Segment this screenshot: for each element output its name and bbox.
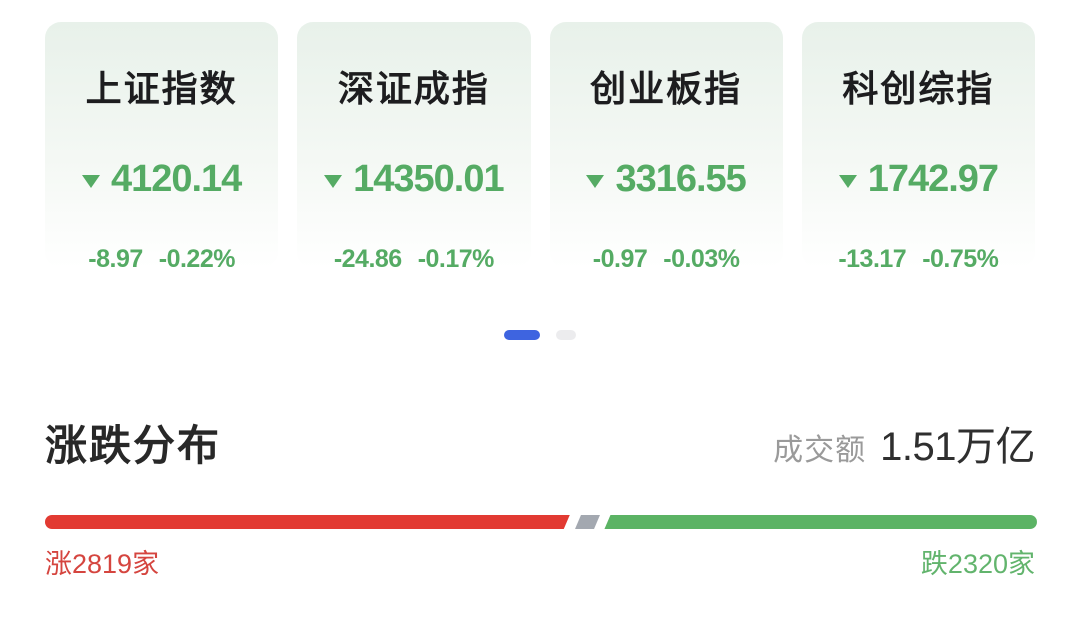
- index-change-pct: -0.17%: [417, 245, 495, 273]
- index-change: -8.97: [88, 245, 143, 273]
- distribution-header: 涨跌分布 成交额 1.51万亿: [0, 412, 1080, 473]
- turnover: 成交额 1.51万亿: [773, 414, 1035, 472]
- index-value-row: 3316.55: [586, 158, 747, 201]
- down-count-label: 跌2320家: [920, 549, 1035, 579]
- index-change-pct: -0.03%: [663, 245, 740, 273]
- down-arrow-icon: [586, 174, 605, 188]
- carousel-pagination: [0, 330, 1080, 340]
- index-change: -13.17: [838, 245, 907, 273]
- index-name: 深证成指: [337, 68, 490, 109]
- down-arrow-icon: [324, 174, 343, 188]
- section-title: 涨跌分布: [45, 422, 222, 469]
- index-change-row: -24.86 -0.17%: [333, 245, 495, 274]
- up-count-label: 涨2819家: [45, 549, 160, 579]
- index-change: -0.97: [592, 245, 648, 273]
- index-card-chinext[interactable]: 创业板指 3316.55 -0.97 -0.03%: [549, 22, 783, 273]
- down-arrow-icon: [838, 174, 857, 188]
- index-card-shenzhen[interactable]: 深证成指 14350.01 -24.86 -0.17%: [297, 22, 531, 273]
- index-value-row: 4120.14: [81, 158, 242, 201]
- pagination-dot-inactive[interactable]: [556, 330, 576, 340]
- index-value-row: 14350.01: [324, 158, 505, 201]
- index-change-row: -0.97 -0.03%: [593, 245, 740, 274]
- index-card-shanghai[interactable]: 上证指数 4120.14 -8.97 -0.22%: [45, 22, 279, 273]
- index-value: 4120.14: [110, 158, 242, 200]
- index-change-pct: -0.75%: [922, 245, 999, 273]
- bar-labels: 涨2819家 跌2320家: [0, 542, 1080, 581]
- index-change-pct: -0.22%: [158, 245, 236, 273]
- index-change-row: -8.97 -0.22%: [88, 245, 235, 274]
- turnover-label: 成交额: [773, 434, 867, 467]
- index-name: 科创综指: [842, 68, 995, 109]
- index-card-star[interactable]: 科创综指 1742.97 -13.17 -0.75%: [801, 22, 1035, 273]
- index-value: 1742.97: [867, 158, 999, 200]
- index-value: 14350.01: [353, 158, 504, 200]
- index-name: 上证指数: [85, 68, 238, 109]
- turnover-value: 1.51万亿: [880, 425, 1035, 469]
- index-name: 创业板指: [590, 68, 743, 109]
- index-value: 3316.55: [615, 158, 746, 200]
- up-segment: [45, 515, 570, 529]
- advance-decline-bar: [45, 515, 1037, 529]
- index-value-row: 1742.97: [838, 158, 999, 201]
- index-change: -24.86: [333, 245, 402, 273]
- pagination-dot-active[interactable]: [504, 330, 540, 340]
- index-change-row: -13.17 -0.75%: [838, 245, 999, 274]
- down-segment: [604, 515, 1037, 529]
- index-cards-row: 上证指数 4120.14 -8.97 -0.22% 深证成指 14350.01 …: [0, 0, 1080, 273]
- down-arrow-icon: [81, 174, 100, 188]
